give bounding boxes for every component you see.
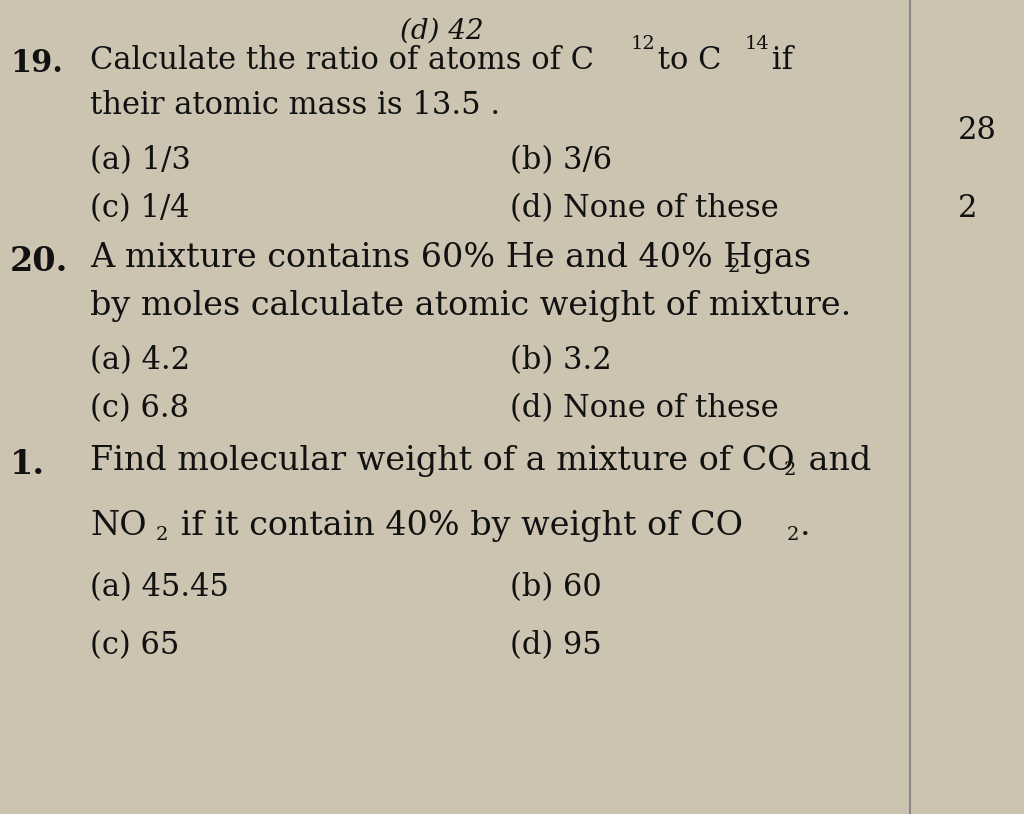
Text: (b) 3.2: (b) 3.2	[510, 345, 611, 376]
Text: 2: 2	[958, 193, 978, 224]
Text: 19.: 19.	[10, 48, 62, 79]
Text: 14: 14	[745, 35, 770, 53]
Text: (b) 3/6: (b) 3/6	[510, 145, 612, 176]
Text: 28: 28	[958, 115, 997, 146]
Text: if: if	[762, 45, 793, 76]
Text: 2: 2	[728, 258, 740, 276]
Text: and: and	[798, 445, 871, 477]
Text: their atomic mass is 13.5 .: their atomic mass is 13.5 .	[90, 90, 500, 121]
Text: (c) 65: (c) 65	[90, 630, 179, 661]
Text: (d) None of these: (d) None of these	[510, 193, 778, 224]
Text: (d) None of these: (d) None of these	[510, 393, 778, 424]
Text: if it contain 40% by weight of CO: if it contain 40% by weight of CO	[170, 510, 743, 542]
Text: (d) 95: (d) 95	[510, 630, 602, 661]
Text: 1.: 1.	[10, 448, 45, 481]
Text: by moles calculate atomic weight of mixture.: by moles calculate atomic weight of mixt…	[90, 290, 851, 322]
Text: (a) 1/3: (a) 1/3	[90, 145, 190, 176]
Text: 12: 12	[631, 35, 655, 53]
Text: gas: gas	[742, 242, 811, 274]
Text: 20.: 20.	[10, 245, 69, 278]
Text: 2: 2	[787, 526, 800, 544]
Text: (a) 45.45: (a) 45.45	[90, 572, 229, 603]
Text: A mixture contains 60% He and 40% H: A mixture contains 60% He and 40% H	[90, 242, 753, 274]
Text: (c) 1/4: (c) 1/4	[90, 193, 189, 224]
Text: 2: 2	[784, 461, 797, 479]
Text: Calculate the ratio of atoms of C: Calculate the ratio of atoms of C	[90, 45, 594, 76]
Text: 2: 2	[156, 526, 168, 544]
Text: (d) 42: (d) 42	[400, 18, 483, 45]
Text: (c) 6.8: (c) 6.8	[90, 393, 189, 424]
Text: (b) 60: (b) 60	[510, 572, 602, 603]
Text: (a) 4.2: (a) 4.2	[90, 345, 190, 376]
Text: to C: to C	[648, 45, 722, 76]
Text: .: .	[800, 510, 811, 542]
Text: NO: NO	[90, 510, 146, 542]
Text: Find molecular weight of a mixture of CO: Find molecular weight of a mixture of CO	[90, 445, 795, 477]
